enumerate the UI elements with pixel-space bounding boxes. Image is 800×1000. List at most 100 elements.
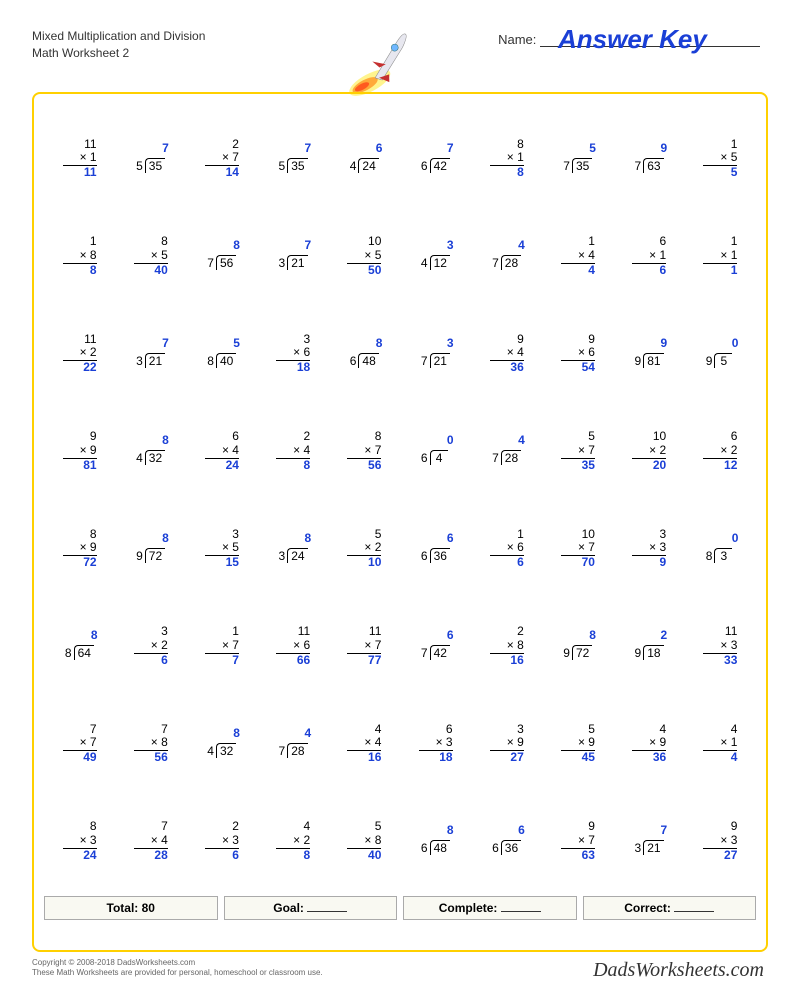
division-problem: 7535 (273, 143, 313, 175)
quotient-answer: 8 (376, 336, 383, 350)
multiplier: × 5 (134, 249, 168, 264)
division-problem: 2918 (629, 630, 669, 662)
multiplier: × 9 (63, 541, 97, 556)
multiplicand: 3 (134, 625, 168, 639)
problem-cell: 5× 735 (542, 403, 613, 501)
product-answer: 40 (347, 849, 381, 863)
quotient-answer: 7 (661, 823, 668, 837)
multiplication-problem: 3× 26 (134, 625, 168, 667)
multiplication-problem: 10× 770 (561, 528, 595, 570)
product-answer: 22 (63, 361, 97, 375)
total-label: Total: (107, 901, 139, 915)
multiplication-problem: 8× 972 (63, 528, 97, 570)
quotient-answer: 7 (162, 336, 169, 350)
multiplication-problem: 3× 927 (490, 723, 524, 765)
quotient-answer: 7 (305, 238, 312, 252)
product-answer: 27 (703, 849, 737, 863)
problem-cell: 8324 (258, 500, 329, 598)
problem-cell: 3× 927 (471, 695, 542, 793)
divisor: 5 (273, 159, 285, 173)
quotient-answer: 6 (447, 628, 454, 642)
dividend: 35 (145, 158, 165, 173)
product-answer: 18 (276, 361, 310, 375)
title-line-2: Math Worksheet 2 (32, 45, 205, 62)
divisor: 3 (131, 354, 143, 368)
multiplicand: 1 (703, 235, 737, 249)
product-answer: 11 (63, 166, 97, 180)
multiplicand: 5 (347, 528, 381, 542)
multiplication-problem: 4× 14 (703, 723, 737, 765)
quotient-answer: 6 (376, 141, 383, 155)
dividend: 42 (430, 158, 450, 173)
divisor: 4 (131, 451, 143, 465)
division-problem: 7535 (131, 143, 171, 175)
quotient-answer: 0 (732, 531, 739, 545)
dividend: 28 (287, 743, 307, 758)
multiplication-problem: 2× 36 (205, 820, 239, 862)
product-answer: 18 (419, 751, 453, 765)
multiplier: × 4 (490, 346, 524, 361)
quotient-answer: 2 (661, 628, 668, 642)
multiplicand: 5 (347, 820, 381, 834)
product-answer: 40 (134, 264, 168, 278)
multiplicand: 9 (703, 820, 737, 834)
product-answer: 1 (703, 264, 737, 278)
multiplication-problem: 1× 11 (703, 235, 737, 277)
multiplicand: 1 (490, 528, 524, 542)
product-answer: 35 (561, 459, 595, 473)
multiplier: × 7 (63, 736, 97, 751)
name-block: Name: Answer Key (498, 32, 760, 47)
multiplication-problem: 11× 666 (276, 625, 310, 667)
problem-cell: 9763 (614, 110, 685, 208)
goal-blank[interactable] (307, 902, 347, 912)
multiplicand: 2 (205, 820, 239, 834)
correct-blank[interactable] (674, 902, 714, 912)
name-line[interactable]: Answer Key (540, 46, 760, 47)
problem-cell: 1× 55 (685, 110, 756, 208)
complete-box: Complete: (403, 896, 577, 920)
multiplication-problem: 4× 936 (632, 723, 666, 765)
product-answer: 6 (632, 264, 666, 278)
multiplicand: 8 (63, 820, 97, 834)
divisor: 7 (416, 354, 428, 368)
product-answer: 6 (490, 556, 524, 570)
product-answer: 6 (134, 654, 168, 668)
dividend: 56 (216, 255, 236, 270)
multiplier: × 4 (276, 444, 310, 459)
dividend: 36 (501, 840, 521, 855)
problem-cell: 1× 88 (44, 208, 115, 306)
dividend: 21 (643, 840, 663, 855)
divisor: 3 (629, 841, 641, 855)
multiplicand: 2 (490, 625, 524, 639)
multiplier: × 8 (490, 639, 524, 654)
quotient-answer: 8 (447, 823, 454, 837)
divisor: 8 (60, 646, 72, 660)
problem-cell: 7321 (115, 305, 186, 403)
problem-cell: 11× 777 (329, 598, 400, 696)
multiplication-problem: 6× 424 (205, 430, 239, 472)
problem-cell: 5× 840 (329, 793, 400, 891)
quotient-answer: 8 (305, 531, 312, 545)
multiplication-problem: 3× 515 (205, 528, 239, 570)
multiplication-problem: 2× 816 (490, 625, 524, 667)
problem-cell: 2918 (614, 598, 685, 696)
dividend: 4 (430, 450, 448, 465)
multiplication-problem: 9× 327 (703, 820, 737, 862)
divisor: 9 (629, 646, 641, 660)
problem-cell: 3× 515 (186, 500, 257, 598)
dividend: 35 (572, 158, 592, 173)
complete-blank[interactable] (501, 902, 541, 912)
multiplicand: 3 (490, 723, 524, 737)
multiplicand: 9 (561, 820, 595, 834)
problem-cell: 6636 (400, 500, 471, 598)
multiplier: × 5 (703, 151, 737, 166)
division-problem: 9763 (629, 143, 669, 175)
divisor: 7 (629, 159, 641, 173)
multiplicand: 6 (632, 235, 666, 249)
complete-label: Complete: (439, 901, 498, 915)
quotient-answer: 8 (162, 531, 169, 545)
division-problem: 8648 (344, 338, 384, 370)
multiplicand: 2 (205, 138, 239, 152)
quotient-answer: 4 (518, 238, 525, 252)
multiplicand: 8 (134, 235, 168, 249)
